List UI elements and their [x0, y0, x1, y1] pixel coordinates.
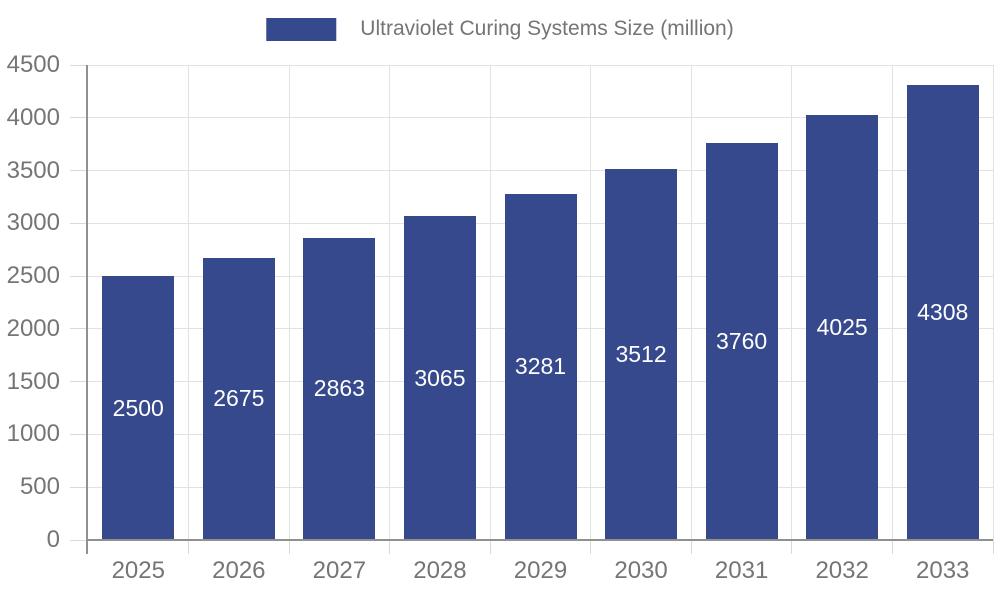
y-axis-tick — [70, 170, 88, 172]
x-axis-tick-label: 2029 — [513, 557, 568, 584]
x-axis-tick-label: 2032 — [815, 557, 869, 584]
x-axis-tick-label: 2031 — [714, 557, 769, 584]
bar-value-label: 3760 — [716, 328, 768, 355]
gridline-vertical — [791, 65, 793, 540]
bar-value-label: 2500 — [112, 394, 164, 421]
legend[interactable]: Ultraviolet Curing Systems Size (million… — [266, 17, 734, 41]
x-axis-tick — [389, 540, 391, 554]
bar-2030[interactable]: 3512 — [605, 169, 678, 540]
gridline-horizontal — [88, 117, 993, 119]
x-axis-tick-label: 2033 — [916, 557, 970, 584]
gridline-vertical — [590, 65, 592, 540]
y-axis-tick-label: 1500 — [6, 367, 60, 395]
x-axis-tick — [791, 540, 793, 554]
y-axis-tick-label: 500 — [19, 473, 60, 501]
x-axis-tick — [590, 540, 592, 554]
x-axis-tick-label: 2028 — [413, 557, 467, 584]
x-axis-tick — [992, 540, 994, 554]
x-axis-tick — [690, 540, 692, 554]
legend-label: Ultraviolet Curing Systems Size (million… — [360, 17, 734, 40]
bar-2032[interactable]: 4025 — [806, 115, 879, 540]
y-axis-tick — [70, 381, 88, 383]
y-axis-tick-label: 4500 — [6, 51, 60, 78]
x-axis-tick — [288, 540, 290, 554]
y-axis-tick-label: 2500 — [6, 262, 60, 290]
y-axis-tick-label: 2000 — [6, 314, 60, 342]
bar-value-label: 3512 — [615, 341, 667, 368]
y-axis-tick — [70, 117, 88, 119]
y-axis-tick — [70, 222, 88, 224]
bar-value-label: 3065 — [414, 364, 466, 391]
gridline-vertical — [992, 65, 994, 540]
y-axis-tick-label: 0 — [46, 526, 60, 553]
bar-2027[interactable]: 2863 — [303, 237, 376, 540]
gridline-vertical — [188, 65, 190, 540]
y-axis-tick — [70, 328, 88, 330]
gridline-vertical — [891, 65, 893, 540]
y-axis-tick-label: 1000 — [6, 420, 60, 448]
y-axis-line — [86, 65, 88, 554]
bar-2025[interactable]: 2500 — [102, 276, 175, 540]
x-axis-tick — [891, 540, 893, 554]
y-axis-tick — [70, 64, 88, 66]
bar-value-label: 2863 — [313, 375, 365, 402]
x-axis-tick-label: 2027 — [312, 557, 367, 584]
gridline-vertical — [389, 65, 391, 540]
bar-value-label: 4308 — [917, 299, 969, 326]
y-axis-tick-label: 4000 — [6, 103, 60, 131]
gridline-vertical — [489, 65, 491, 540]
x-axis-tick-label: 2025 — [111, 557, 165, 584]
x-axis-tick — [489, 540, 491, 554]
y-axis-tick — [70, 539, 88, 541]
bar-2028[interactable]: 3065 — [403, 216, 476, 540]
y-axis-tick-label: 3000 — [6, 209, 60, 237]
bar-value-label: 4025 — [816, 314, 868, 341]
gridline-horizontal — [88, 170, 993, 172]
bar-2031[interactable]: 3760 — [705, 143, 778, 540]
bar-value-label: 2675 — [213, 385, 265, 412]
x-axis-tick — [188, 540, 190, 554]
bar-2029[interactable]: 3281 — [504, 193, 577, 540]
gridline-vertical — [288, 65, 290, 540]
bar-2026[interactable]: 2675 — [202, 257, 275, 540]
legend-swatch-icon — [266, 17, 337, 41]
y-axis-tick — [70, 486, 88, 488]
plot-area: 0 500 1000 1500 2000 2500 3000 3500 4000 4500 2500… — [7, 53, 994, 584]
y-axis-tick — [70, 433, 88, 435]
gridline-vertical — [690, 65, 692, 540]
bar-value-label: 3281 — [514, 353, 567, 380]
y-axis-tick — [70, 275, 88, 277]
x-axis-line — [86, 539, 993, 541]
bar-2033[interactable]: 4308 — [906, 85, 979, 540]
y-axis-tick-label: 3500 — [6, 156, 60, 184]
gridline-horizontal — [88, 64, 993, 66]
x-axis-tick-label: 2026 — [212, 557, 266, 584]
x-axis-tick-label: 2030 — [614, 557, 668, 584]
